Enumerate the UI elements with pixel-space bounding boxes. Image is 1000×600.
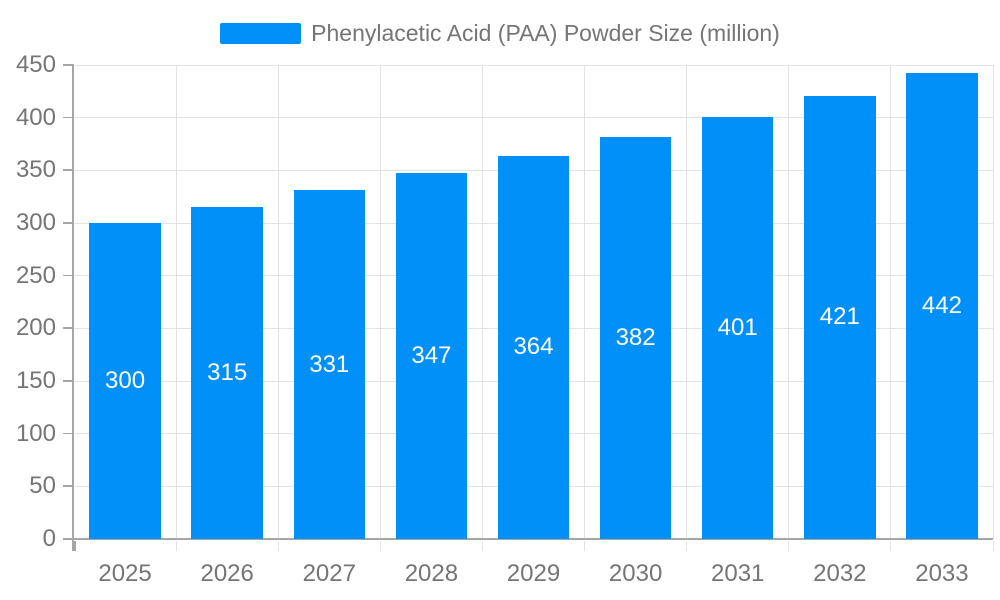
legend[interactable]: Phenylacetic Acid (PAA) Powder Size (mil… (0, 18, 1000, 48)
gridline-vertical (481, 65, 483, 539)
bar-value-label: 347 (411, 342, 452, 370)
x-tick-label: 2027 (302, 560, 356, 587)
bar[interactable] (599, 136, 672, 539)
bar-value-label: 315 (207, 359, 248, 387)
y-tick-label: 50 (29, 472, 56, 500)
x-axis-tick (73, 541, 76, 551)
x-tick-label: 2030 (608, 560, 663, 587)
y-tick-label: 450 (15, 51, 56, 78)
x-axis-tick (788, 541, 790, 551)
y-axis-tick (63, 116, 74, 119)
x-axis-tick (890, 541, 892, 551)
bar[interactable] (497, 155, 570, 539)
y-axis-tick (63, 222, 74, 224)
y-axis-line (72, 65, 74, 551)
x-axis-line (72, 538, 993, 540)
gridline-vertical (584, 65, 586, 539)
gridline-vertical (890, 65, 892, 539)
bar[interactable] (906, 73, 978, 539)
bar-value-label: 300 (105, 367, 146, 394)
gridline-vertical (175, 65, 177, 539)
x-axis-tick (686, 541, 688, 551)
gridline-horizontal (74, 117, 993, 119)
x-axis-tick (175, 541, 177, 551)
x-axis-tick (481, 541, 483, 551)
gridline-vertical (379, 65, 381, 539)
gridline-vertical (686, 65, 688, 539)
bar[interactable] (701, 116, 774, 539)
x-axis-tick (379, 541, 381, 551)
y-tick-label: 400 (15, 103, 56, 131)
bar[interactable] (804, 95, 876, 539)
x-tick-label: 2033 (915, 560, 969, 587)
y-axis-tick (63, 64, 74, 66)
y-tick-label: 150 (15, 367, 56, 394)
x-tick-label: 2029 (506, 560, 561, 587)
bar[interactable] (293, 190, 365, 539)
bar-value-label: 442 (921, 292, 962, 320)
y-axis-tick (63, 327, 74, 329)
x-tick-label: 2028 (404, 560, 459, 587)
x-axis-tick (277, 541, 279, 551)
gridline-vertical (992, 65, 994, 539)
x-tick-label: 2032 (813, 560, 867, 587)
bar-value-label: 331 (309, 350, 350, 378)
gridline-vertical (788, 65, 790, 539)
y-axis-tick (63, 538, 74, 540)
y-axis-tick (63, 169, 74, 171)
bar-value-label: 382 (615, 323, 656, 351)
bar-value-label: 421 (819, 303, 860, 331)
x-axis-tick (584, 541, 586, 551)
legend-swatch[interactable] (220, 22, 302, 44)
x-axis-tick (992, 541, 994, 551)
y-tick-label: 350 (15, 156, 56, 184)
y-tick-label: 300 (15, 209, 56, 236)
legend-label[interactable]: Phenylacetic Acid (PAA) Powder Size (mil… (311, 20, 780, 46)
bar-value-label: 401 (717, 313, 758, 341)
bar[interactable] (395, 173, 468, 539)
y-tick-label: 0 (42, 525, 56, 552)
bar-value-label: 364 (513, 333, 554, 361)
y-axis-tick (63, 380, 74, 382)
bar[interactable] (191, 207, 263, 539)
y-axis-tick (63, 274, 74, 277)
y-tick-label: 100 (15, 419, 56, 447)
y-axis-tick (63, 485, 74, 487)
gridline-vertical (277, 65, 279, 539)
gridline-horizontal (74, 64, 993, 66)
y-tick-label: 200 (15, 314, 56, 342)
x-tick-label: 2026 (200, 560, 254, 587)
y-tick-label: 250 (15, 261, 56, 289)
bar[interactable] (89, 223, 161, 539)
y-axis-tick (63, 432, 74, 435)
x-tick-label: 2025 (98, 560, 152, 587)
x-tick-label: 2031 (711, 560, 765, 587)
